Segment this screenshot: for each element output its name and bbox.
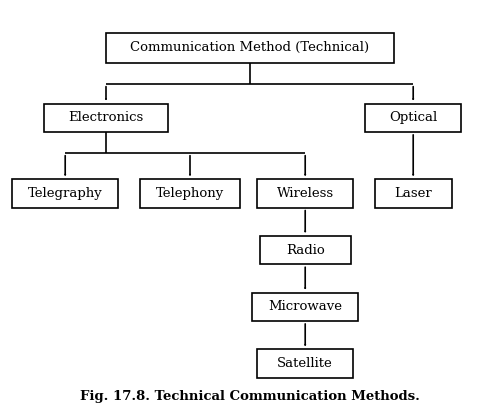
Text: Telephony: Telephony bbox=[156, 187, 224, 200]
Text: Communication Method (Technical): Communication Method (Technical) bbox=[130, 42, 370, 54]
Text: Electronics: Electronics bbox=[68, 111, 144, 125]
FancyBboxPatch shape bbox=[44, 104, 168, 132]
FancyBboxPatch shape bbox=[260, 236, 351, 264]
FancyBboxPatch shape bbox=[140, 179, 240, 208]
Text: Microwave: Microwave bbox=[268, 300, 342, 314]
FancyBboxPatch shape bbox=[252, 293, 358, 321]
FancyBboxPatch shape bbox=[106, 33, 394, 63]
FancyBboxPatch shape bbox=[257, 349, 353, 378]
Text: Wireless: Wireless bbox=[276, 187, 334, 200]
Text: Laser: Laser bbox=[394, 187, 432, 200]
Text: Fig. 17.8. Technical Communication Methods.: Fig. 17.8. Technical Communication Metho… bbox=[80, 390, 420, 403]
Text: Radio: Radio bbox=[286, 244, 325, 257]
FancyBboxPatch shape bbox=[365, 104, 461, 132]
FancyBboxPatch shape bbox=[375, 179, 452, 208]
FancyBboxPatch shape bbox=[12, 179, 118, 208]
FancyBboxPatch shape bbox=[257, 179, 353, 208]
Text: Satellite: Satellite bbox=[278, 357, 333, 370]
Text: Optical: Optical bbox=[389, 111, 438, 125]
Text: Telegraphy: Telegraphy bbox=[28, 187, 102, 200]
